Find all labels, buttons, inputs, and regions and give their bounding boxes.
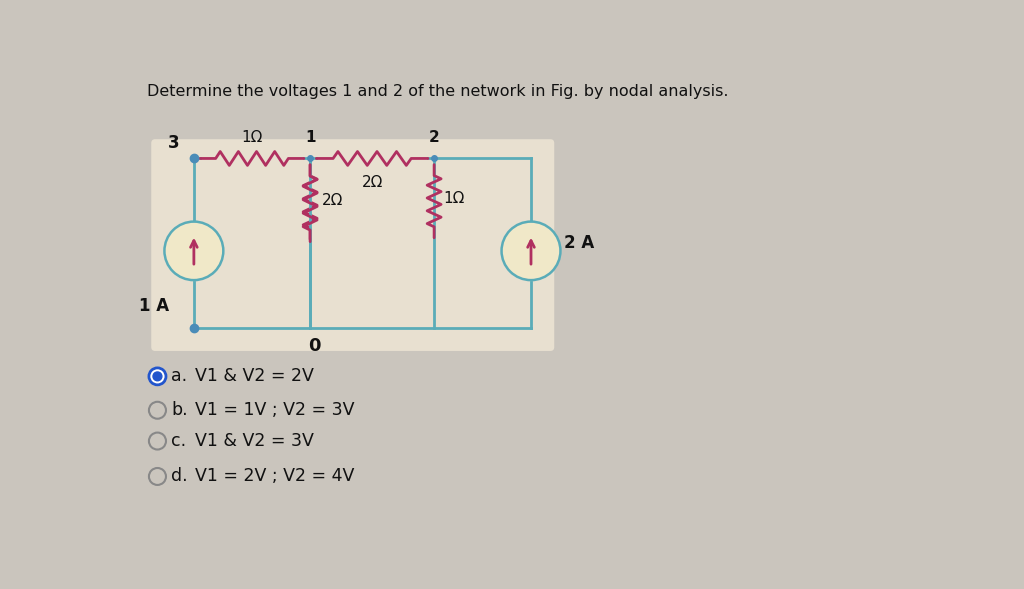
Text: 1: 1 — [305, 130, 315, 145]
Circle shape — [165, 221, 223, 280]
Circle shape — [148, 368, 166, 385]
Text: V1 = 2V ; V2 = 4V: V1 = 2V ; V2 = 4V — [195, 468, 354, 485]
Text: 3: 3 — [168, 134, 180, 153]
Text: 2: 2 — [429, 130, 439, 145]
Circle shape — [502, 221, 560, 280]
Text: 2 A: 2 A — [563, 234, 594, 252]
Text: 2Ω: 2Ω — [361, 176, 383, 190]
FancyBboxPatch shape — [152, 139, 554, 351]
Text: Determine the voltages 1 and 2 of the network in Fig. by nodal analysis.: Determine the voltages 1 and 2 of the ne… — [147, 84, 729, 99]
Text: V1 = 1V ; V2 = 3V: V1 = 1V ; V2 = 3V — [195, 401, 354, 419]
Text: 1 A: 1 A — [138, 297, 169, 315]
Text: 0: 0 — [308, 337, 321, 355]
Text: V1 & V2 = 3V: V1 & V2 = 3V — [195, 432, 313, 450]
Text: 1Ω: 1Ω — [242, 130, 263, 145]
Circle shape — [153, 372, 162, 380]
Text: 2Ω: 2Ω — [322, 193, 343, 209]
Text: c.: c. — [171, 432, 186, 450]
Text: d.: d. — [171, 468, 188, 485]
Text: 1Ω: 1Ω — [443, 191, 465, 206]
Text: b.: b. — [171, 401, 188, 419]
Text: a.: a. — [171, 368, 187, 385]
Text: V1 & V2 = 2V: V1 & V2 = 2V — [195, 368, 313, 385]
